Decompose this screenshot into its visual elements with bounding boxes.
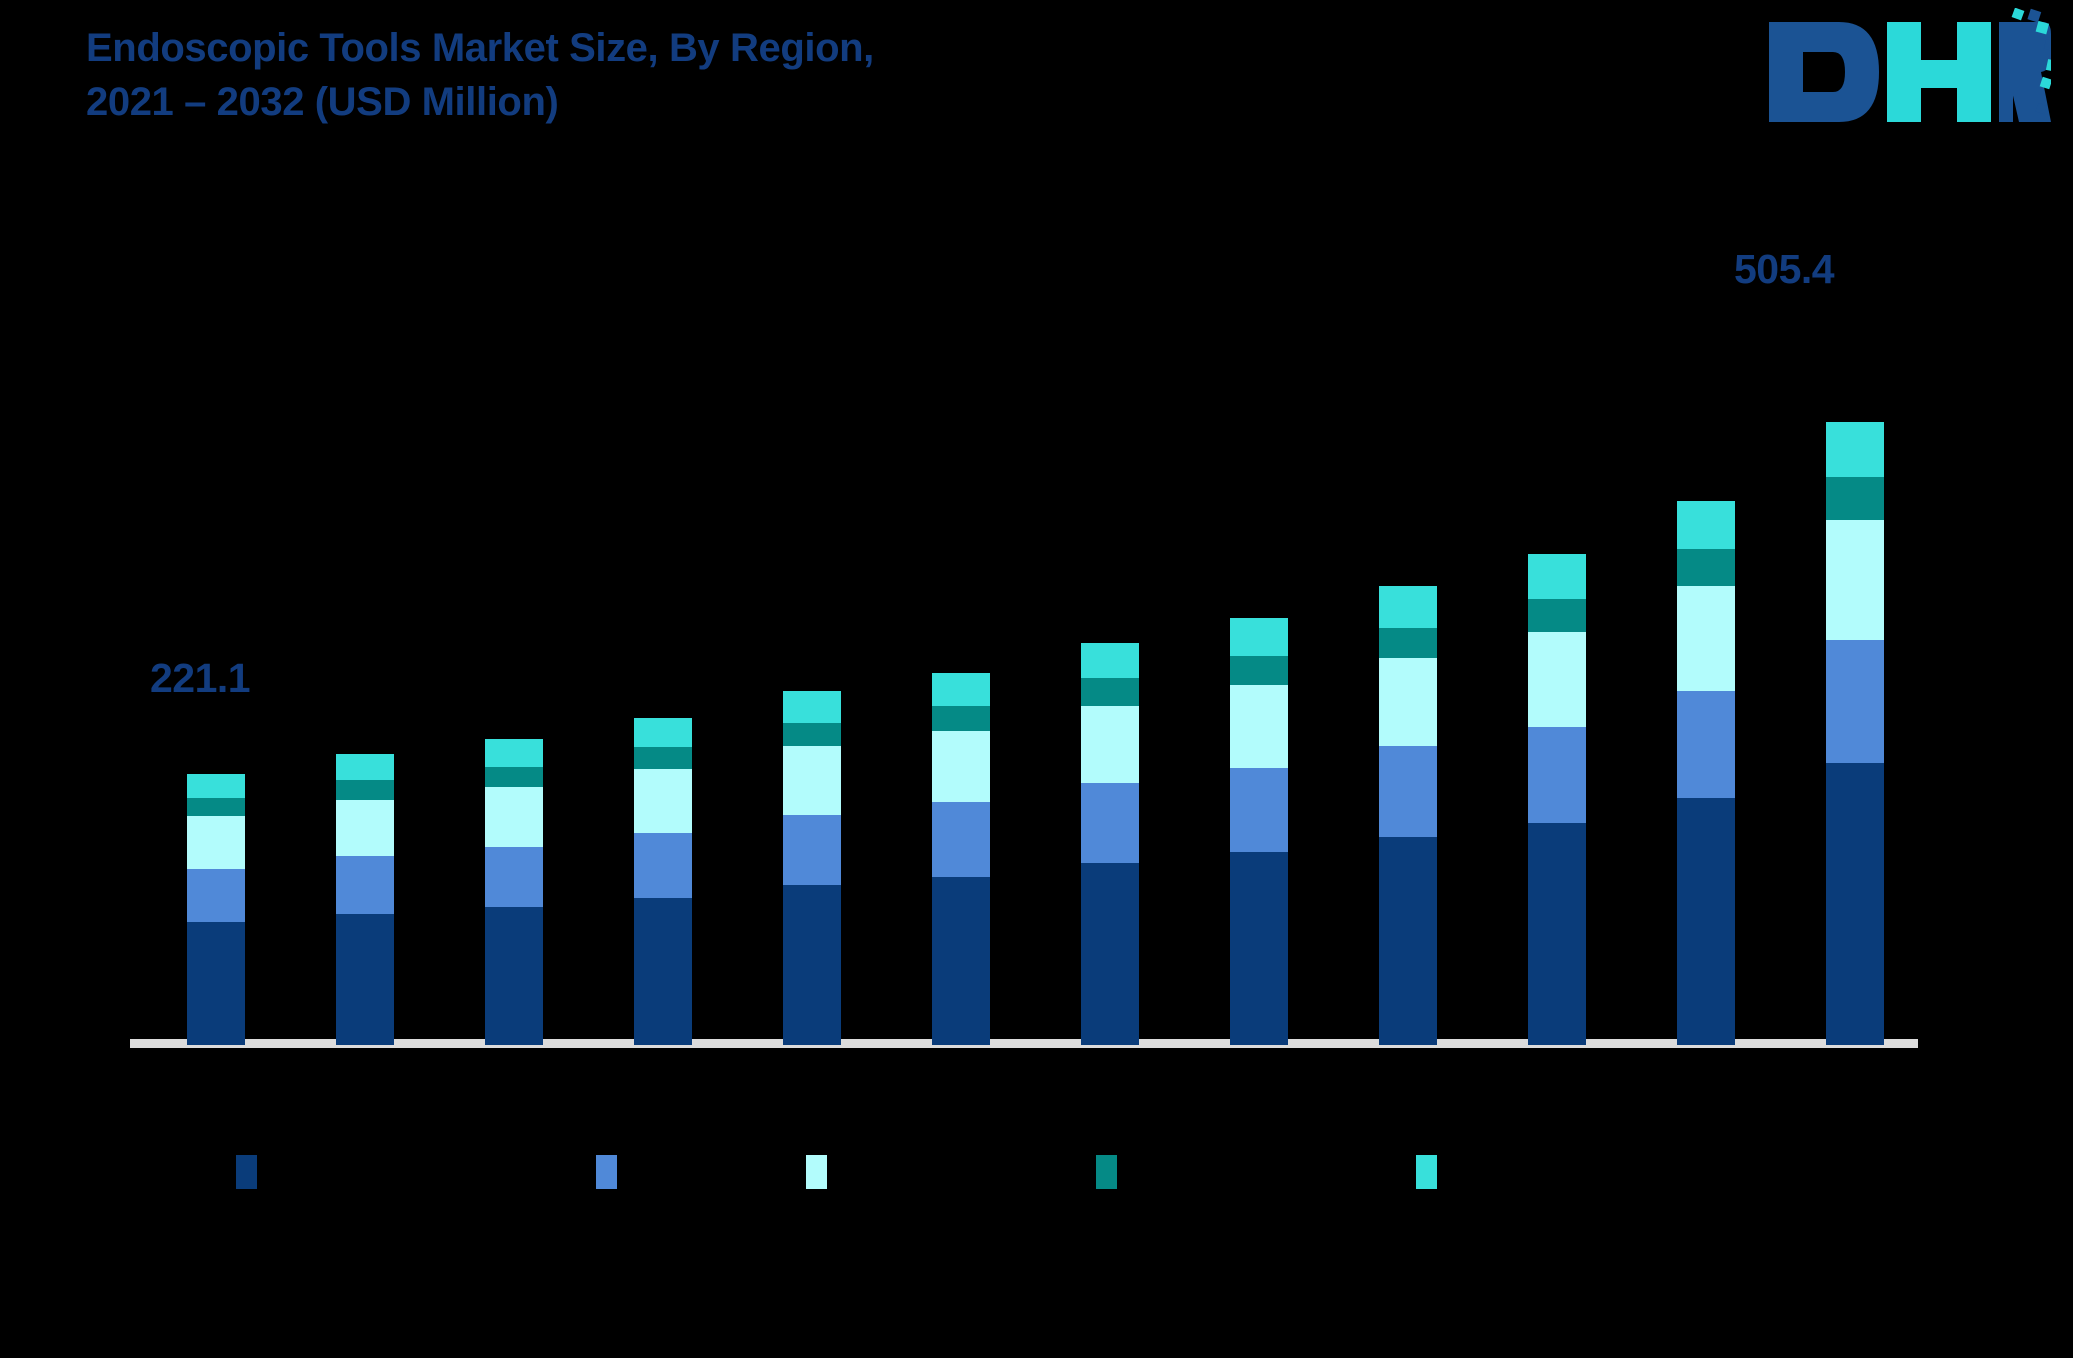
bar-segment: [1230, 685, 1288, 769]
bar-segment: [1081, 642, 1139, 679]
legend-label: Asia Pacific: [837, 1161, 936, 1182]
bar-column[interactable]: [485, 739, 543, 1045]
bar-segment: [634, 897, 692, 1045]
bar-segment: [187, 868, 245, 923]
bar-segment: [783, 814, 841, 886]
bar-column[interactable]: [187, 773, 245, 1045]
bar-column[interactable]: [634, 718, 692, 1045]
bar-segment: [336, 780, 394, 800]
legend-swatch-icon: [1416, 1155, 1437, 1189]
bar-segment: [783, 885, 841, 1045]
data-label-first: 221.1: [150, 655, 251, 701]
legend-item-2[interactable]: Asia Pacific: [806, 1155, 935, 1189]
bar-segment: [932, 706, 990, 731]
bar-segment: [1528, 598, 1586, 632]
bar-segment: [634, 832, 692, 898]
bar-column[interactable]: [1528, 554, 1586, 1045]
bar-segment: [932, 730, 990, 803]
bar-column[interactable]: [783, 690, 841, 1045]
data-label-last: 505.4: [1734, 246, 1835, 292]
bar-column[interactable]: [1826, 422, 1884, 1045]
bar-segment: [1230, 656, 1288, 686]
bar-segment: [336, 914, 394, 1045]
legend-item-3[interactable]: Latin America: [1096, 1155, 1242, 1189]
dhr-logo-icon: [1769, 7, 2059, 122]
bar-segment: [634, 769, 692, 833]
bar-segment: [187, 773, 245, 799]
bar-segment: [485, 907, 543, 1045]
bar-column[interactable]: [336, 754, 394, 1045]
bar-segment: [1230, 617, 1288, 657]
bar-segment: [1528, 631, 1586, 727]
legend-swatch-icon: [596, 1155, 617, 1189]
bar-segment: [1230, 768, 1288, 853]
bar-segment: [1677, 798, 1735, 1045]
legend-label: North America: [267, 1161, 388, 1182]
bar-segment: [1826, 477, 1884, 520]
bar-segment: [485, 739, 543, 767]
bar-segment: [783, 746, 841, 815]
bar-segment: [634, 747, 692, 770]
bar-segment: [1677, 500, 1735, 549]
bar-segment: [1379, 586, 1437, 628]
bar-segment: [1081, 783, 1139, 864]
bar-segment: [1528, 823, 1586, 1045]
legend-label: Middle East & Africa: [1447, 1161, 1618, 1182]
bar-segment: [1230, 852, 1288, 1045]
legend-item-4[interactable]: Middle East & Africa: [1416, 1155, 1617, 1189]
bar-segment: [187, 798, 245, 817]
bar-segment: [783, 722, 841, 746]
legend-swatch-icon: [806, 1155, 827, 1189]
bar-segment: [187, 922, 245, 1045]
bar-segment: [1826, 520, 1884, 640]
bar-segment: [783, 690, 841, 723]
bar-segment: [1528, 726, 1586, 824]
bar-segment: [634, 718, 692, 748]
bar-column[interactable]: [1677, 500, 1735, 1045]
legend-swatch-icon: [236, 1155, 257, 1189]
bar-column[interactable]: [1379, 586, 1437, 1045]
bar-segment: [187, 816, 245, 869]
legend-item-1[interactable]: Europe: [596, 1155, 688, 1189]
bar-segment: [1826, 762, 1884, 1045]
bar-segment: [1826, 422, 1884, 478]
bar-column[interactable]: [1230, 617, 1288, 1045]
bar-column[interactable]: [932, 672, 990, 1045]
bar-segment: [1379, 836, 1437, 1045]
bar-segment: [1081, 706, 1139, 784]
bar-segment: [1528, 554, 1586, 599]
bar-segment: [336, 856, 394, 915]
legend-swatch-icon: [1096, 1155, 1117, 1189]
bar-segment: [485, 787, 543, 847]
bar-segment: [932, 876, 990, 1045]
plot-area: [130, 250, 1918, 1045]
bar-segment: [1677, 548, 1735, 587]
bar-segment: [336, 754, 394, 781]
bar-segment: [485, 846, 543, 908]
dhr-logo: [1761, 7, 2059, 136]
bar-segment: [1379, 746, 1437, 837]
bar-segment: [932, 672, 990, 707]
chart-legend: North America Europe Asia Pacific Latin Ame…: [0, 1155, 2073, 1201]
bar-segment: [1379, 627, 1437, 658]
bar-segment: [1677, 690, 1735, 799]
legend-label: Latin America: [1127, 1161, 1243, 1182]
bar-segment: [485, 766, 543, 788]
legend-item-0[interactable]: North America: [236, 1155, 387, 1189]
bar-segment: [932, 802, 990, 877]
bar-column[interactable]: [1081, 642, 1139, 1045]
x-axis-line: [130, 1039, 1918, 1048]
bar-segment: [1081, 678, 1139, 707]
legend-label: Europe: [627, 1161, 689, 1182]
bar-segment: [1826, 639, 1884, 763]
bar-segment: [1081, 863, 1139, 1045]
bar-segment: [1677, 586, 1735, 691]
bar-segment: [336, 799, 394, 857]
page-title: Endoscopic Tools Market Size, By Region,…: [86, 26, 874, 124]
bar-segment: [1379, 657, 1437, 746]
